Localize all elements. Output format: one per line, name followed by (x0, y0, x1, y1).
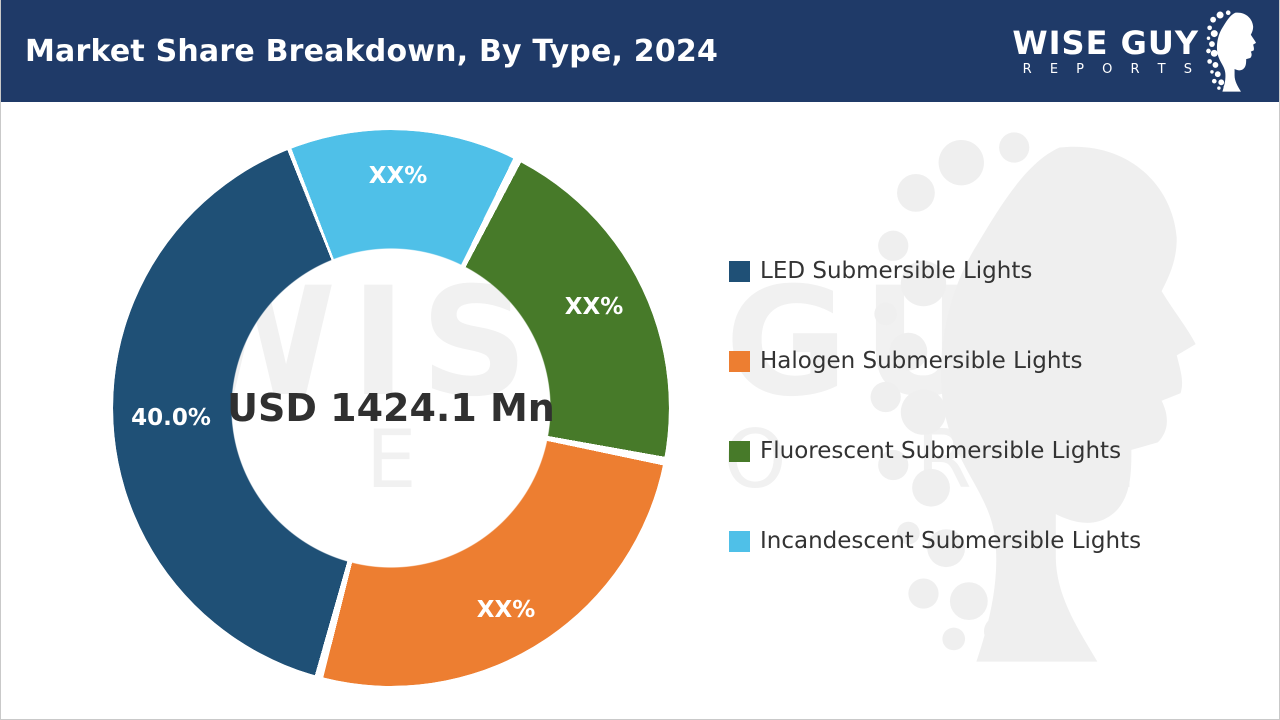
legend-label-fluorescent: Fluorescent Submersible Lights (760, 438, 1122, 464)
legend-item-led: LED Submersible Lights (729, 258, 1032, 284)
legend-label-incandescent: Incandescent Submersible Lights (760, 528, 1142, 554)
brand-wordmark: WISE GUY R E P O R T S (1012, 27, 1199, 76)
legend-swatch-halogen (729, 350, 750, 372)
legend-swatch-fluorescent (729, 440, 750, 462)
page-title: Market Share Breakdown, By Type, 2024 (25, 33, 719, 69)
slice-label-fluorescent: XX% (564, 294, 624, 320)
slice-label-led: 40.0% (131, 405, 211, 431)
header-bar: Market Share Breakdown, By Type, 2024 WI… (1, 0, 1279, 102)
donut-center-value: USD 1424.1 Mn (227, 386, 555, 430)
legend-swatch-incandescent (729, 530, 750, 552)
slice-label-incandescent: XX% (368, 163, 428, 189)
slice-label-halogen: XX% (476, 597, 536, 623)
brand-name-text: WISE GUY (1012, 23, 1199, 62)
legend-label-led: LED Submersible Lights (760, 258, 1033, 284)
legend-item-incandescent: Incandescent Submersible Lights (729, 528, 1141, 554)
brand-logo: WISE GUY R E P O R T S (1012, 0, 1263, 102)
legend-label-halogen: Halogen Submersible Lights (760, 348, 1083, 374)
donut-chart (113, 130, 669, 686)
legend-swatch-led (729, 260, 750, 282)
legend-item-fluorescent: Fluorescent Submersible Lights (729, 438, 1121, 464)
brand-reports-text: R E P O R T S (1022, 61, 1199, 77)
legend-item-halogen: Halogen Submersible Lights (729, 348, 1082, 374)
